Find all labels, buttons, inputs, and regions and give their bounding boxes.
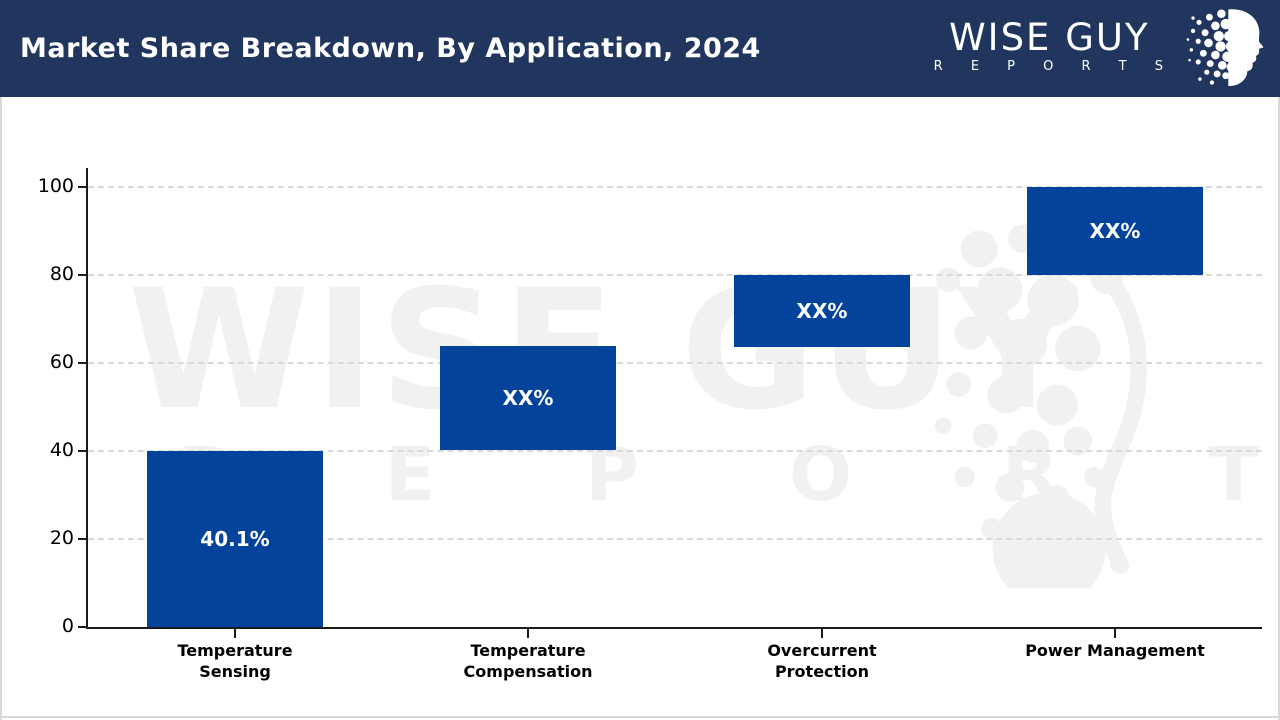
brand-face-icon [1186, 9, 1264, 86]
brand-subtitle: R E P O R T S [933, 59, 1175, 74]
bar-value-label: XX% [796, 299, 848, 323]
x-tick-mark-3 [1114, 629, 1116, 638]
y-tick-mark-0 [78, 626, 86, 628]
y-tick-label-60: 60 [49, 351, 74, 373]
x-axis-line [86, 627, 1262, 629]
bar-temperature-compensation: XX% [440, 346, 616, 450]
frame-border-left [0, 97, 2, 720]
x-tick-mark-2 [821, 629, 823, 638]
gridline-100 [88, 186, 1262, 188]
brand-logo: WISE GUY R E P O R T S [924, 16, 1175, 75]
category-label-3: Power Management [985, 640, 1245, 661]
bar-value-label: XX% [502, 386, 554, 410]
header-bar: Market Share Breakdown, By Application, … [0, 0, 1280, 97]
y-tick-mark-80 [78, 274, 86, 276]
category-label-line: Temperature [177, 641, 293, 660]
bar-power-management: XX% [1027, 187, 1203, 275]
x-tick-mark-0 [234, 629, 236, 638]
bar-value-label: XX% [1089, 219, 1141, 243]
frame-border-right [1278, 97, 1280, 720]
brand-name: WISE GUY [949, 16, 1150, 59]
y-tick-mark-20 [78, 538, 86, 540]
bar-value-label: 40.1% [200, 527, 270, 551]
y-tick-label-40: 40 [49, 439, 74, 461]
y-tick-label-0: 0 [61, 615, 74, 637]
category-label-line: Power Management [1025, 641, 1205, 660]
y-tick-mark-60 [78, 362, 86, 364]
category-label-line: Overcurrent [767, 641, 877, 660]
gridline-20 [88, 538, 1262, 540]
category-label-line: Sensing [199, 662, 271, 681]
y-tick-mark-100 [78, 186, 86, 188]
y-tick-label-80: 80 [49, 263, 74, 285]
category-label-1: Temperature Compensation [398, 640, 658, 682]
chart-title: Market Share Breakdown, By Application, … [20, 33, 761, 64]
category-label-2: Overcurrent Protection [692, 640, 952, 682]
category-label-line: Protection [774, 662, 870, 681]
category-label-line: Compensation [463, 662, 593, 681]
category-label-line: Temperature [470, 641, 586, 660]
gridline-40 [88, 450, 1262, 452]
gridline-60 [88, 362, 1262, 364]
y-tick-label-20: 20 [49, 527, 74, 549]
y-tick-label-100: 100 [37, 175, 74, 197]
y-axis-line [86, 168, 88, 629]
x-tick-mark-1 [527, 629, 529, 638]
bar-temperature-sensing: 40.1% [147, 451, 323, 627]
gridline-80 [88, 274, 1262, 276]
category-label-0: Temperature Sensing [105, 640, 365, 682]
y-tick-mark-40 [78, 450, 86, 452]
bar-overcurrent-protection: XX% [734, 275, 910, 347]
frame-border-bottom [0, 716, 1280, 718]
